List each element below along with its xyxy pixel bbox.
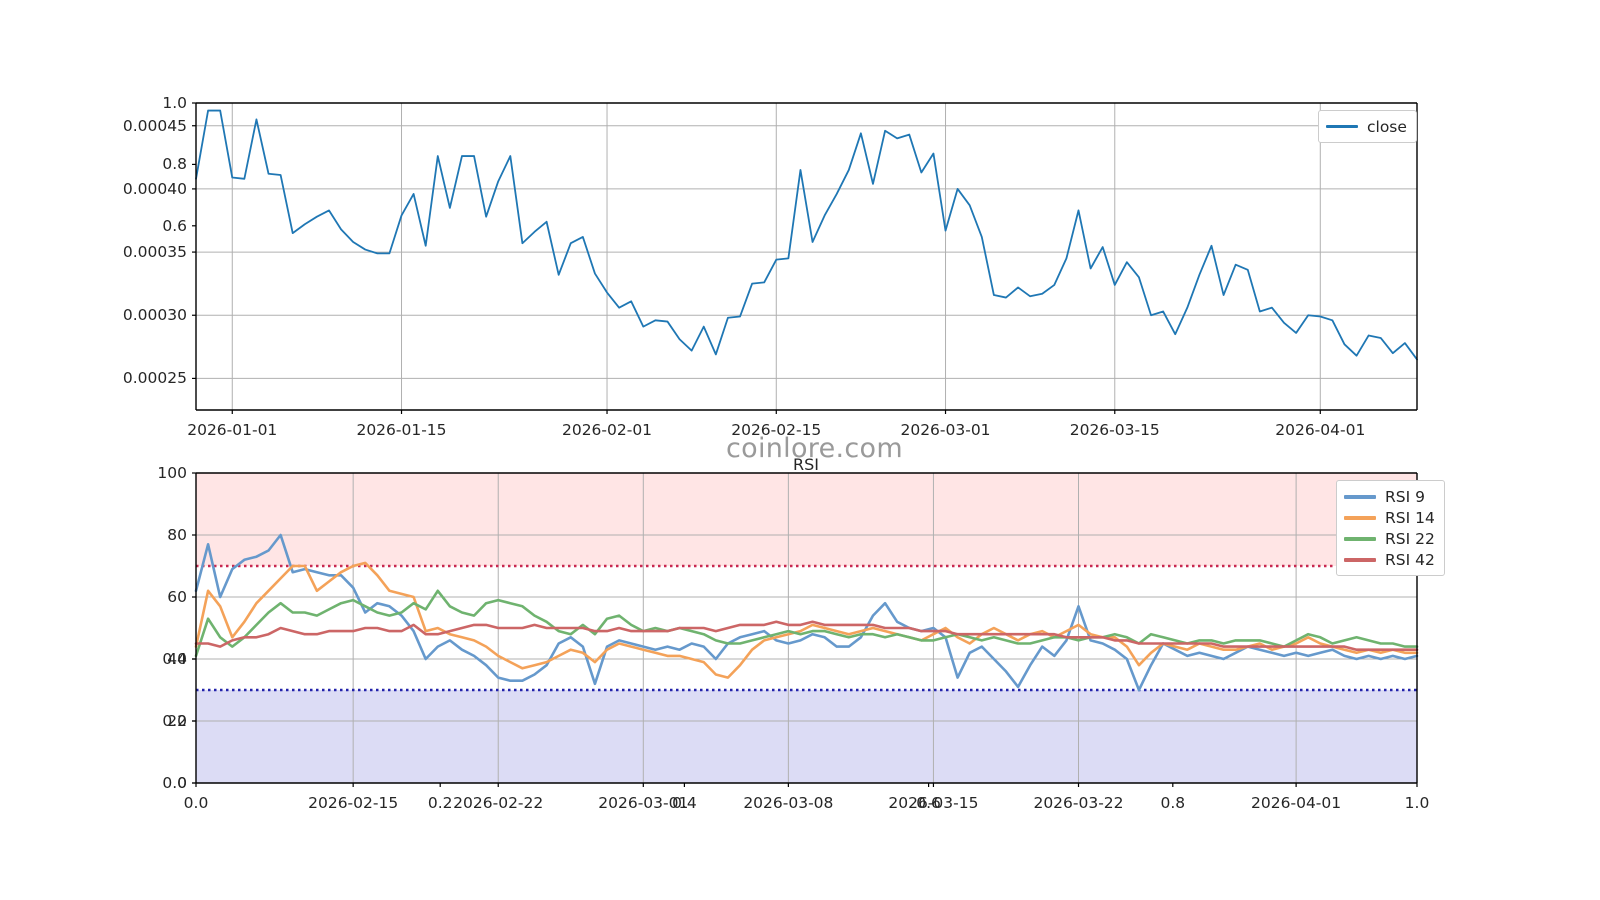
rsi-y-tick: 0	[177, 774, 187, 792]
price-y-tick: 0.00040	[122, 179, 187, 198]
rsi-x-tick: 2026-03-22	[1033, 794, 1124, 812]
rsi-x-norm-tick: 0.8	[1160, 794, 1186, 812]
legend-line-swatch-icon	[1344, 557, 1376, 562]
price-legend-label: close	[1367, 117, 1407, 136]
price-y-norm-tick: 0.6	[162, 216, 187, 235]
rsi-legend-item[interactable]: RSI 42	[1344, 549, 1435, 570]
price-chart-plot	[192, 102, 1418, 414]
price-x-tick: 2026-03-15	[1069, 421, 1160, 439]
rsi-x-norm-tick: 0.2	[427, 794, 453, 812]
legend-line-swatch-icon	[1344, 494, 1376, 499]
price-x-tick: 2026-01-15	[356, 421, 447, 439]
rsi-legend-label: RSI 42	[1385, 550, 1435, 569]
rsi-legend-label: RSI 22	[1385, 529, 1435, 548]
rsi-x-tick: 2026-02-22	[453, 794, 544, 812]
rsi-chart-panel: RSI 0 20 40 60 80 100 0.0 0.2 0.4 2026-02-15 202…	[0, 455, 1600, 900]
rsi-x-tick: 2026-03-01	[598, 794, 689, 812]
rsi-x-norm-tick: 0.0	[183, 794, 209, 812]
rsi-x-norm-tick: 0.6	[916, 794, 941, 812]
watermark-coinlore: coinlore.com	[726, 433, 903, 464]
rsi-x-norm-tick: 0.4	[672, 794, 697, 812]
rsi-y-tick: 100	[157, 464, 187, 482]
price-y-norm-tick: 0.8	[162, 155, 187, 174]
rsi-x-tick: 2026-04-01	[1251, 794, 1342, 812]
price-legend[interactable]: close	[1318, 110, 1417, 143]
rsi-y-tick: 40	[167, 650, 187, 668]
price-y-tick: 0.00045	[122, 116, 187, 135]
rsi-x-tick: 2026-03-15	[888, 794, 979, 812]
rsi-x-tick: 2026-02-15	[308, 794, 399, 812]
rsi-legend[interactable]: RSI 9 RSI 14 RSI 22 RSI 42	[1336, 480, 1445, 576]
rsi-y-norm-tick: 0.0	[162, 774, 187, 792]
legend-line-swatch-icon	[1326, 125, 1358, 128]
price-y-norm-tick: 1.0	[162, 94, 187, 112]
price-y-tick: 0.00035	[122, 243, 187, 262]
rsi-y-norm-tick: 0.2	[162, 712, 187, 730]
price-y-tick: 0.00025	[122, 369, 187, 388]
price-chart-panel: 0.00025 0.00030 0.00035 0.00040 0.00045 0.6 0…	[122, 94, 1418, 439]
price-y-tick: 0.00030	[122, 306, 187, 325]
rsi-legend-label: RSI 9	[1385, 487, 1425, 506]
rsi-legend-item[interactable]: RSI 22	[1344, 528, 1435, 549]
price-x-tick: 2026-02-01	[561, 421, 653, 439]
rsi-legend-item[interactable]: RSI 9	[1344, 486, 1435, 507]
legend-line-swatch-icon	[1344, 536, 1376, 541]
price-legend-item[interactable]: close	[1326, 116, 1407, 137]
rsi-y-norm-tick: 0.4	[162, 650, 187, 668]
rsi-x-tick: 2026-03-08	[743, 794, 834, 812]
rsi-legend-item[interactable]: RSI 14	[1344, 507, 1435, 528]
price-x-tick: 2026-01-01	[187, 421, 278, 439]
rsi-chart-plot	[192, 472, 1419, 787]
rsi-y-tick: 20	[167, 712, 187, 730]
price-x-tick: 2026-03-01	[900, 421, 991, 439]
rsi-chart-title: RSI	[793, 455, 819, 474]
rsi-x-norm-tick: 1.0	[1404, 794, 1430, 812]
legend-line-swatch-icon	[1344, 515, 1376, 520]
rsi-y-tick: 60	[167, 588, 187, 606]
price-x-tick: 2026-04-01	[1275, 421, 1366, 439]
price-x-tick: 2026-02-15	[731, 421, 822, 439]
rsi-y-tick: 80	[167, 526, 187, 544]
rsi-legend-label: RSI 14	[1385, 508, 1435, 527]
